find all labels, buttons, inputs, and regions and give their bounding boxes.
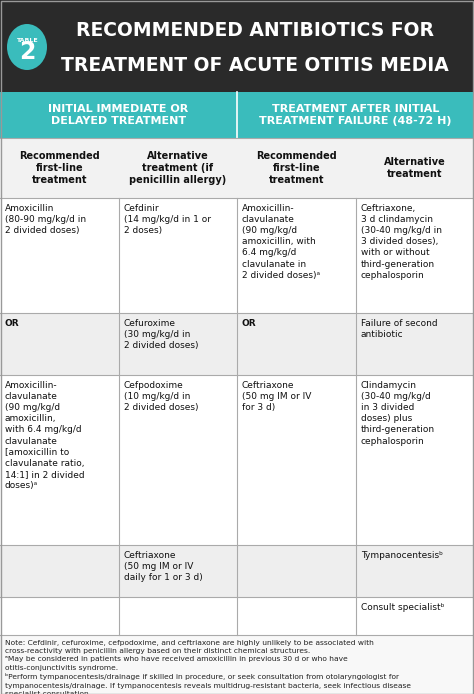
Text: Cefpodoxime
(10 mg/kg/d in
2 divided doses): Cefpodoxime (10 mg/kg/d in 2 divided dos… (124, 381, 199, 412)
Text: Alternative
treatment: Alternative treatment (384, 157, 446, 179)
Text: OR: OR (242, 319, 256, 328)
Text: Amoxicillin-
clavulanate
(90 mg/kg/d
amoxicillin,
with 6.4 mg/kg/d
clavulanate
[: Amoxicillin- clavulanate (90 mg/kg/d amo… (5, 381, 85, 490)
Text: Tympanocentesisᵇ: Tympanocentesisᵇ (361, 551, 443, 560)
Text: Clindamycin
(30-40 mg/kg/d
in 3 divided
doses) plus
third-generation
cephalospor: Clindamycin (30-40 mg/kg/d in 3 divided … (361, 381, 435, 446)
Text: Ceftriaxone
(50 mg IM or IV
for 3 d): Ceftriaxone (50 mg IM or IV for 3 d) (242, 381, 311, 412)
Text: Consult specialistᵇ: Consult specialistᵇ (361, 603, 445, 612)
Bar (0, 635, 474, 694)
Text: TREATMENT OF ACUTE OTITIS MEDIA: TREATMENT OF ACUTE OTITIS MEDIA (61, 56, 449, 74)
Text: TREATMENT AFTER INITIAL
TREATMENT FAILURE (48-72 H): TREATMENT AFTER INITIAL TREATMENT FAILUR… (259, 104, 452, 126)
Text: Amoxicillin-
clavulanate
(90 mg/kg/d
amoxicillin, with
6.4 mg/kg/d
clavulanate i: Amoxicillin- clavulanate (90 mg/kg/d amo… (242, 204, 320, 280)
Text: RECOMMENDED ANTIBIOTICS FOR: RECOMMENDED ANTIBIOTICS FOR (76, 21, 434, 40)
Bar (0, 545, 474, 597)
Text: Alternative
treatment (if
penicillin allergy): Alternative treatment (if penicillin all… (129, 151, 227, 185)
Bar (0, 597, 474, 635)
Text: Cefuroxime
(30 mg/kg/d in
2 divided doses): Cefuroxime (30 mg/kg/d in 2 divided dose… (124, 319, 199, 350)
Text: 2: 2 (19, 40, 35, 64)
Text: Ceftriaxone
(50 mg IM or IV
daily for 1 or 3 d): Ceftriaxone (50 mg IM or IV daily for 1 … (124, 551, 203, 582)
Text: Amoxicillin
(80-90 mg/kg/d in
2 divided doses): Amoxicillin (80-90 mg/kg/d in 2 divided … (5, 204, 86, 235)
Text: TABLE: TABLE (16, 37, 38, 42)
Bar (0, 0, 474, 92)
Bar (0, 198, 474, 313)
Text: Recommended
first-line
treatment: Recommended first-line treatment (256, 151, 337, 185)
Text: Cefdinir
(14 mg/kg/d in 1 or
2 doses): Cefdinir (14 mg/kg/d in 1 or 2 doses) (124, 204, 211, 235)
Bar (0, 313, 474, 375)
Text: Failure of second
antibiotic: Failure of second antibiotic (361, 319, 438, 339)
Text: Ceftriaxone,
3 d clindamycin
(30-40 mg/kg/d in
3 divided doses),
with or without: Ceftriaxone, 3 d clindamycin (30-40 mg/k… (361, 204, 442, 280)
Text: INITIAL IMMEDIATE OR
DELAYED TREATMENT: INITIAL IMMEDIATE OR DELAYED TREATMENT (48, 104, 189, 126)
Bar (0, 375, 474, 545)
Ellipse shape (7, 24, 47, 70)
Text: Note: Cefdinir, cefuroxime, cefpodoxime, and ceftriaxone are highly unlikely to : Note: Cefdinir, cefuroxime, cefpodoxime,… (5, 640, 411, 694)
Bar (0, 92, 474, 138)
Text: OR: OR (5, 319, 19, 328)
Text: Recommended
first-line
treatment: Recommended first-line treatment (19, 151, 100, 185)
Bar (0, 138, 474, 198)
